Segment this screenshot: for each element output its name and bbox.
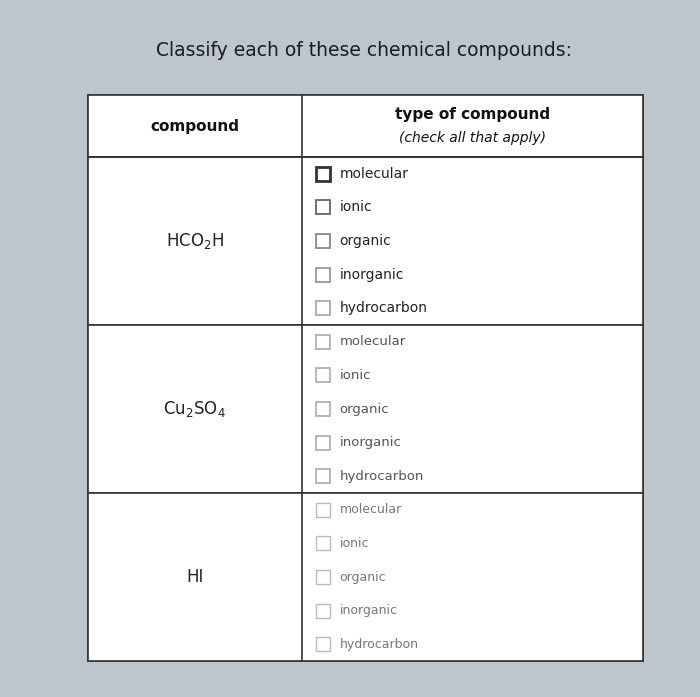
Text: organic: organic [340, 571, 386, 583]
Text: ionic: ionic [340, 201, 372, 215]
Text: ionic: ionic [340, 537, 369, 550]
Text: type of compound: type of compound [395, 107, 550, 123]
Bar [316, 637, 330, 651]
Bar [88, 325, 643, 493]
Text: molecular: molecular [340, 167, 409, 181]
Bar [316, 537, 330, 551]
Bar [316, 503, 330, 516]
Text: organic: organic [340, 402, 389, 415]
Text: hydrocarbon: hydrocarbon [340, 470, 424, 483]
Bar [88, 95, 643, 661]
Bar [316, 436, 330, 450]
Text: inorganic: inorganic [340, 268, 404, 282]
Bar [316, 570, 330, 584]
Text: hydrocarbon: hydrocarbon [340, 301, 428, 315]
Bar [316, 369, 330, 383]
Bar [88, 493, 643, 661]
Text: molecular: molecular [340, 335, 406, 348]
Bar [88, 95, 643, 157]
Text: compound: compound [150, 118, 239, 134]
Text: HI: HI [186, 568, 204, 586]
Text: Cu$_2$SO$_4$: Cu$_2$SO$_4$ [164, 399, 226, 419]
Bar [316, 268, 330, 282]
Bar [316, 234, 330, 248]
Text: inorganic: inorganic [340, 436, 402, 449]
Bar [316, 402, 330, 416]
Bar [316, 301, 330, 315]
Bar [316, 604, 330, 618]
Bar [88, 157, 643, 325]
Bar [316, 201, 330, 215]
Bar [316, 335, 330, 348]
Text: (check all that apply): (check all that apply) [399, 132, 546, 146]
Text: organic: organic [340, 234, 391, 248]
Text: HCO$_2$H: HCO$_2$H [166, 231, 224, 251]
Text: molecular: molecular [340, 503, 402, 516]
Bar [316, 469, 330, 483]
Text: ionic: ionic [340, 369, 371, 382]
Text: Classify each of these chemical compounds:: Classify each of these chemical compound… [156, 40, 572, 59]
Text: inorganic: inorganic [340, 604, 398, 617]
Text: hydrocarbon: hydrocarbon [340, 638, 419, 651]
Bar [316, 167, 330, 181]
